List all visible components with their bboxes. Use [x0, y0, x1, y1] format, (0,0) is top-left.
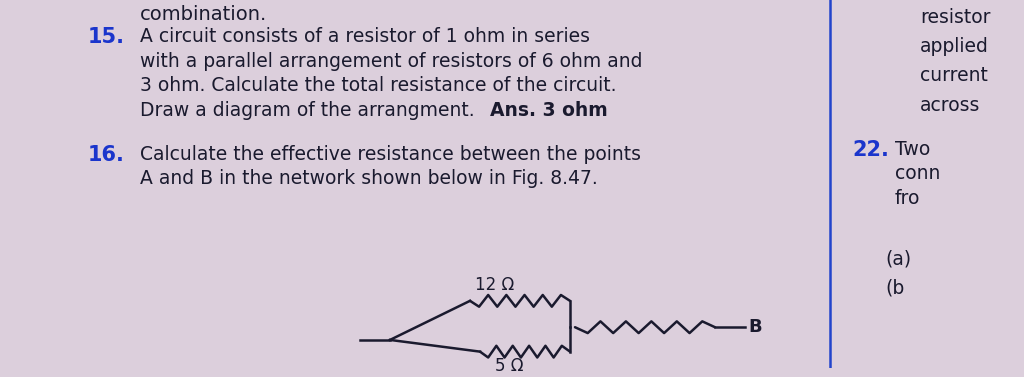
Text: current: current [920, 66, 988, 86]
Text: 15.: 15. [88, 28, 125, 48]
Text: 3 ohm. Calculate the total resistance of the circuit.: 3 ohm. Calculate the total resistance of… [140, 76, 616, 95]
Text: resistor: resistor [920, 8, 990, 27]
Text: Ans. 3 ohm: Ans. 3 ohm [490, 101, 608, 120]
Text: B: B [748, 319, 762, 336]
Text: conn: conn [895, 164, 940, 183]
Text: (a): (a) [885, 249, 911, 268]
Text: A and B in the network shown below in Fig. 8.47.: A and B in the network shown below in Fi… [140, 169, 598, 188]
Text: applied: applied [920, 37, 989, 56]
Text: with a parallel arrangement of resistors of 6 ohm and: with a parallel arrangement of resistors… [140, 52, 642, 71]
Text: A circuit consists of a resistor of 1 ohm in series: A circuit consists of a resistor of 1 oh… [140, 28, 590, 46]
Text: Two: Two [895, 139, 930, 159]
Text: Draw a diagram of the arrangment.: Draw a diagram of the arrangment. [140, 101, 475, 120]
Text: combination.: combination. [140, 5, 267, 24]
Text: Calculate the effective resistance between the points: Calculate the effective resistance betwe… [140, 144, 641, 164]
Text: 5 Ω: 5 Ω [495, 357, 523, 374]
Text: 16.: 16. [88, 144, 125, 165]
Text: across: across [920, 96, 980, 115]
Text: fro: fro [895, 188, 921, 207]
Text: 22.: 22. [852, 139, 889, 160]
Text: (b: (b [885, 278, 904, 297]
Text: 12 Ω: 12 Ω [475, 276, 514, 294]
